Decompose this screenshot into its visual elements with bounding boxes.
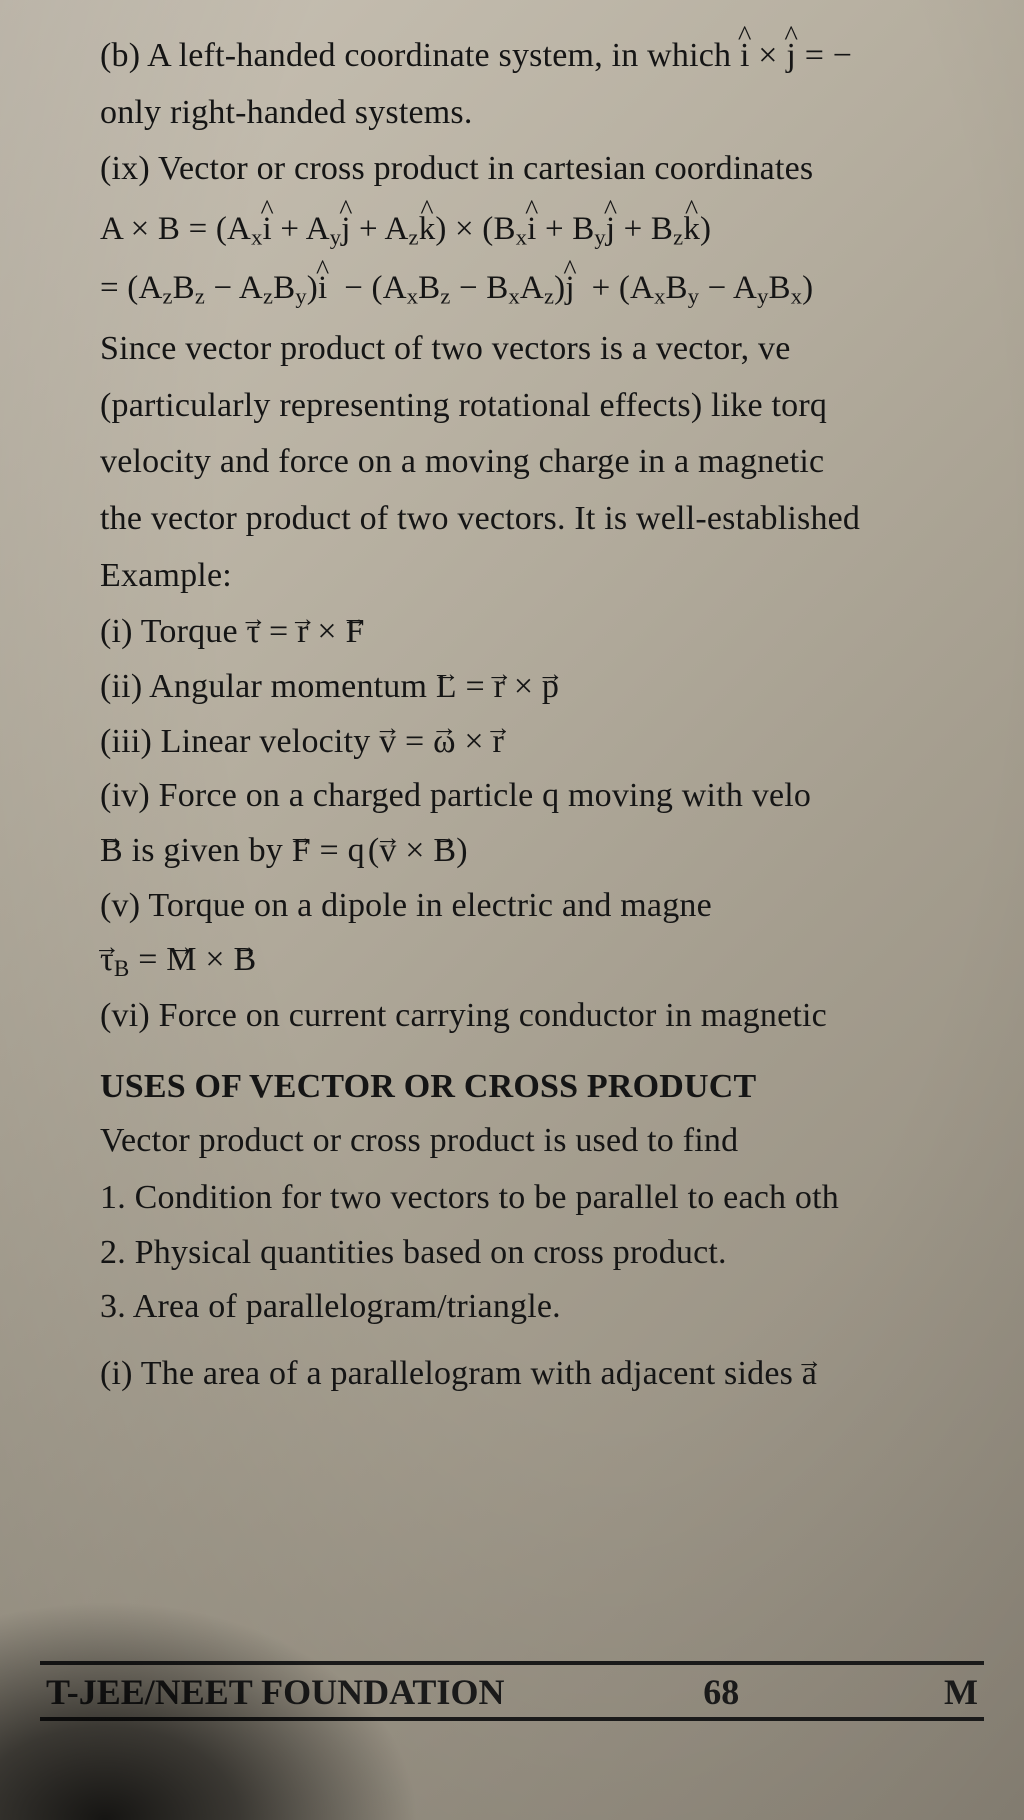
item-ix: (ix) Vector or cross product in cartesia… — [60, 143, 1024, 196]
example-i: (i) Torque τ = r × F — [100, 606, 1024, 659]
para1-l1: Since vector product of two vectors is a… — [60, 323, 1024, 376]
example-iii: (iii) Linear velocity v = ω × r — [100, 716, 1024, 769]
body-content: (b) A left-handed coordinate system, in … — [60, 30, 1024, 1401]
item-b-line1: (b) A left-handed coordinate system, in … — [60, 30, 1024, 83]
example-iv-l2: B is given by F = q (v × B) — [100, 825, 1024, 878]
footer-right: M — [938, 1671, 978, 1713]
uses-intro: Vector product or cross product is used … — [60, 1115, 1024, 1168]
footer-rule-top — [40, 1661, 984, 1665]
use-2: 2. Physical quantities based on cross pr… — [100, 1227, 1024, 1280]
use-area-i: (i) The area of a parallelogram with adj… — [60, 1348, 1024, 1401]
use-3: 3. Area of parallelogram/triangle. — [100, 1281, 1024, 1334]
example-vi: (vi) Force on current carrying conductor… — [100, 990, 1024, 1043]
page: (b) A left-handed coordinate system, in … — [0, 0, 1024, 1820]
example-ii: (ii) Angular momentum L = r × p — [100, 661, 1024, 714]
footer-left: T-JEE/NEET FOUNDATION — [46, 1671, 504, 1713]
para1-l4: the vector product of two vectors. It is… — [60, 493, 1024, 546]
para1-l3: velocity and force on a moving charge in… — [60, 436, 1024, 489]
example-iv-l1: (iv) Force on a charged particle q movin… — [100, 770, 1024, 823]
formula-2: = (AzBz − AzBy)i − (AxBz − BxAz)j + (AxB… — [60, 263, 1024, 314]
examples-list: (i) Torque τ = r × F (ii) Angular moment… — [60, 606, 1024, 1042]
para1-l2: (particularly representing rotational ef… — [60, 380, 1024, 433]
example-v-l1: (v) Torque on a dipole in electric and m… — [100, 880, 1024, 933]
footer-page-number: 68 — [703, 1671, 739, 1713]
example-label: Example: — [60, 550, 1024, 603]
example-v-l2: τB = M × B — [100, 934, 1024, 988]
use-1: 1. Condition for two vectors to be paral… — [100, 1172, 1024, 1225]
uses-list: 1. Condition for two vectors to be paral… — [60, 1172, 1024, 1334]
formula-1: A × B = (Axi + Ayj + Azk) × (Bxi + Byj +… — [60, 204, 1024, 255]
item-b-line2: only right-handed systems. — [60, 87, 1024, 140]
footer-rule-bottom — [40, 1717, 984, 1721]
footer-row: T-JEE/NEET FOUNDATION 68 M — [40, 1669, 984, 1717]
page-footer: T-JEE/NEET FOUNDATION 68 M — [0, 1661, 1024, 1725]
uses-heading: USES OF VECTOR OR CROSS PRODUCT — [60, 1061, 1024, 1114]
